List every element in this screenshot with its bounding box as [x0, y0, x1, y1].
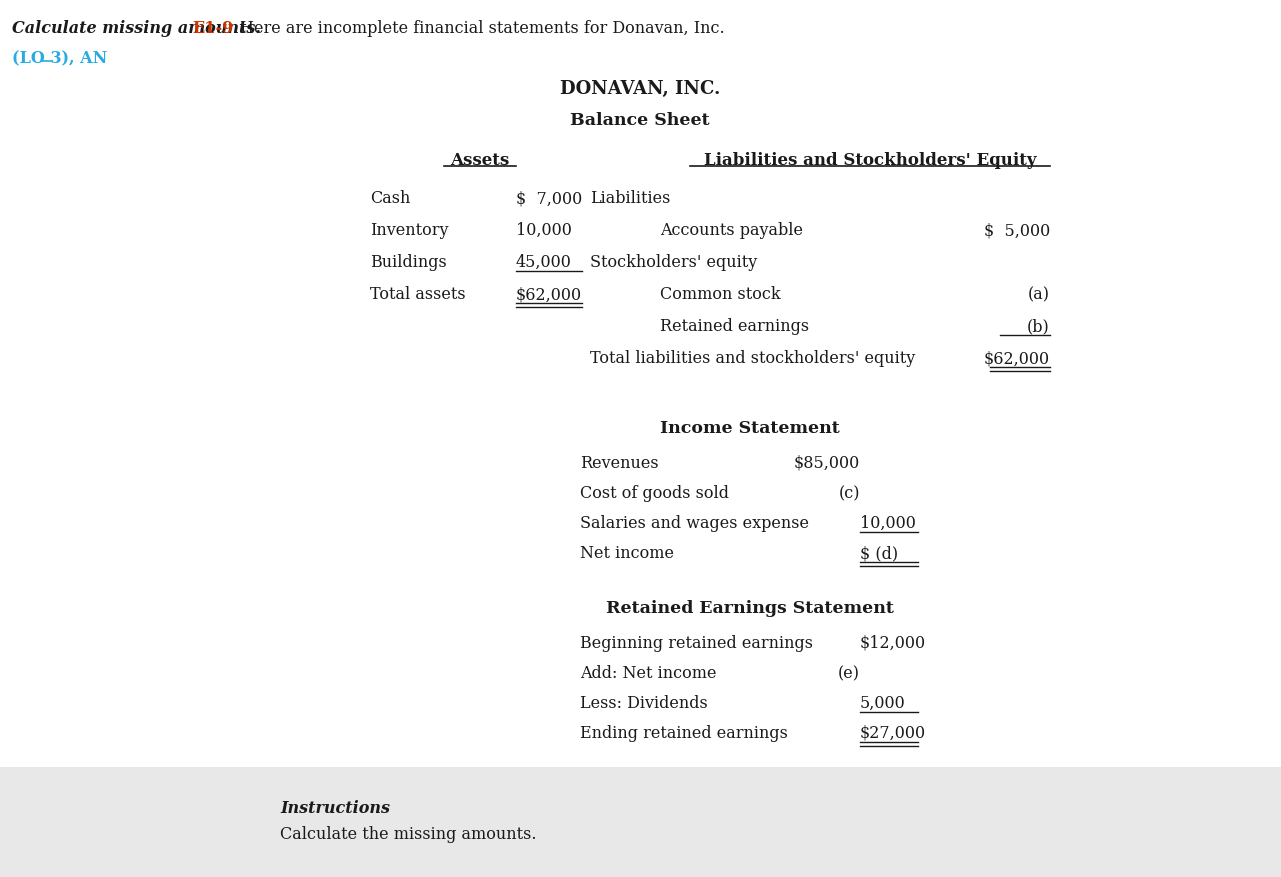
- Text: Assets: Assets: [451, 152, 510, 168]
- Text: 10,000: 10,000: [860, 515, 916, 531]
- Text: $12,000: $12,000: [860, 634, 926, 652]
- Text: (a): (a): [1027, 286, 1050, 303]
- Text: Add: Net income: Add: Net income: [580, 664, 716, 681]
- Text: Liabilities: Liabilities: [591, 189, 670, 207]
- Text: $85,000: $85,000: [794, 454, 860, 472]
- Text: Stockholders' equity: Stockholders' equity: [591, 253, 757, 271]
- Text: Cost of goods sold: Cost of goods sold: [580, 484, 729, 502]
- Text: Balance Sheet: Balance Sheet: [570, 112, 710, 129]
- Text: Cash: Cash: [370, 189, 410, 207]
- Text: Total liabilities and stockholders' equity: Total liabilities and stockholders' equi…: [591, 350, 915, 367]
- Text: E1-9: E1-9: [192, 20, 233, 37]
- Text: (LO 3), AN: (LO 3), AN: [12, 50, 108, 67]
- Text: Liabilities and Stockholders' Equity: Liabilities and Stockholders' Equity: [703, 152, 1036, 168]
- Text: Calculate the missing amounts.: Calculate the missing amounts.: [281, 825, 537, 842]
- Text: (e): (e): [838, 664, 860, 681]
- Text: Salaries and wages expense: Salaries and wages expense: [580, 515, 810, 531]
- Text: Income Statement: Income Statement: [660, 419, 840, 437]
- Bar: [0, 767, 1281, 877]
- Text: Inventory: Inventory: [370, 222, 448, 239]
- Text: Revenues: Revenues: [580, 454, 658, 472]
- Text: (c): (c): [839, 484, 860, 502]
- Text: Retained Earnings Statement: Retained Earnings Statement: [606, 599, 894, 617]
- Text: Total assets: Total assets: [370, 286, 465, 303]
- Text: $  7,000: $ 7,000: [516, 189, 583, 207]
- Text: Buildings: Buildings: [370, 253, 447, 271]
- Text: Common stock: Common stock: [660, 286, 780, 303]
- Text: Net income: Net income: [580, 545, 674, 561]
- Text: $62,000: $62,000: [516, 286, 582, 303]
- Text: Less: Dividends: Less: Dividends: [580, 695, 707, 711]
- Text: Accounts payable: Accounts payable: [660, 222, 803, 239]
- Text: 10,000: 10,000: [516, 222, 571, 239]
- Text: Beginning retained earnings: Beginning retained earnings: [580, 634, 813, 652]
- Text: 5,000: 5,000: [860, 695, 906, 711]
- Text: $27,000: $27,000: [860, 724, 926, 741]
- Text: Here are incomplete financial statements for Donavan, Inc.: Here are incomplete financial statements…: [240, 20, 725, 37]
- Text: Retained earnings: Retained earnings: [660, 317, 810, 335]
- Text: DONAVAN, INC.: DONAVAN, INC.: [560, 80, 720, 98]
- Text: 45,000: 45,000: [516, 253, 571, 271]
- Text: Ending retained earnings: Ending retained earnings: [580, 724, 788, 741]
- Text: $62,000: $62,000: [984, 350, 1050, 367]
- Text: Instructions: Instructions: [281, 799, 389, 816]
- Text: $  5,000: $ 5,000: [984, 222, 1050, 239]
- Text: (b): (b): [1027, 317, 1050, 335]
- Text: Calculate missing amounts.: Calculate missing amounts.: [12, 20, 261, 37]
- Text: $ (d): $ (d): [860, 545, 898, 561]
